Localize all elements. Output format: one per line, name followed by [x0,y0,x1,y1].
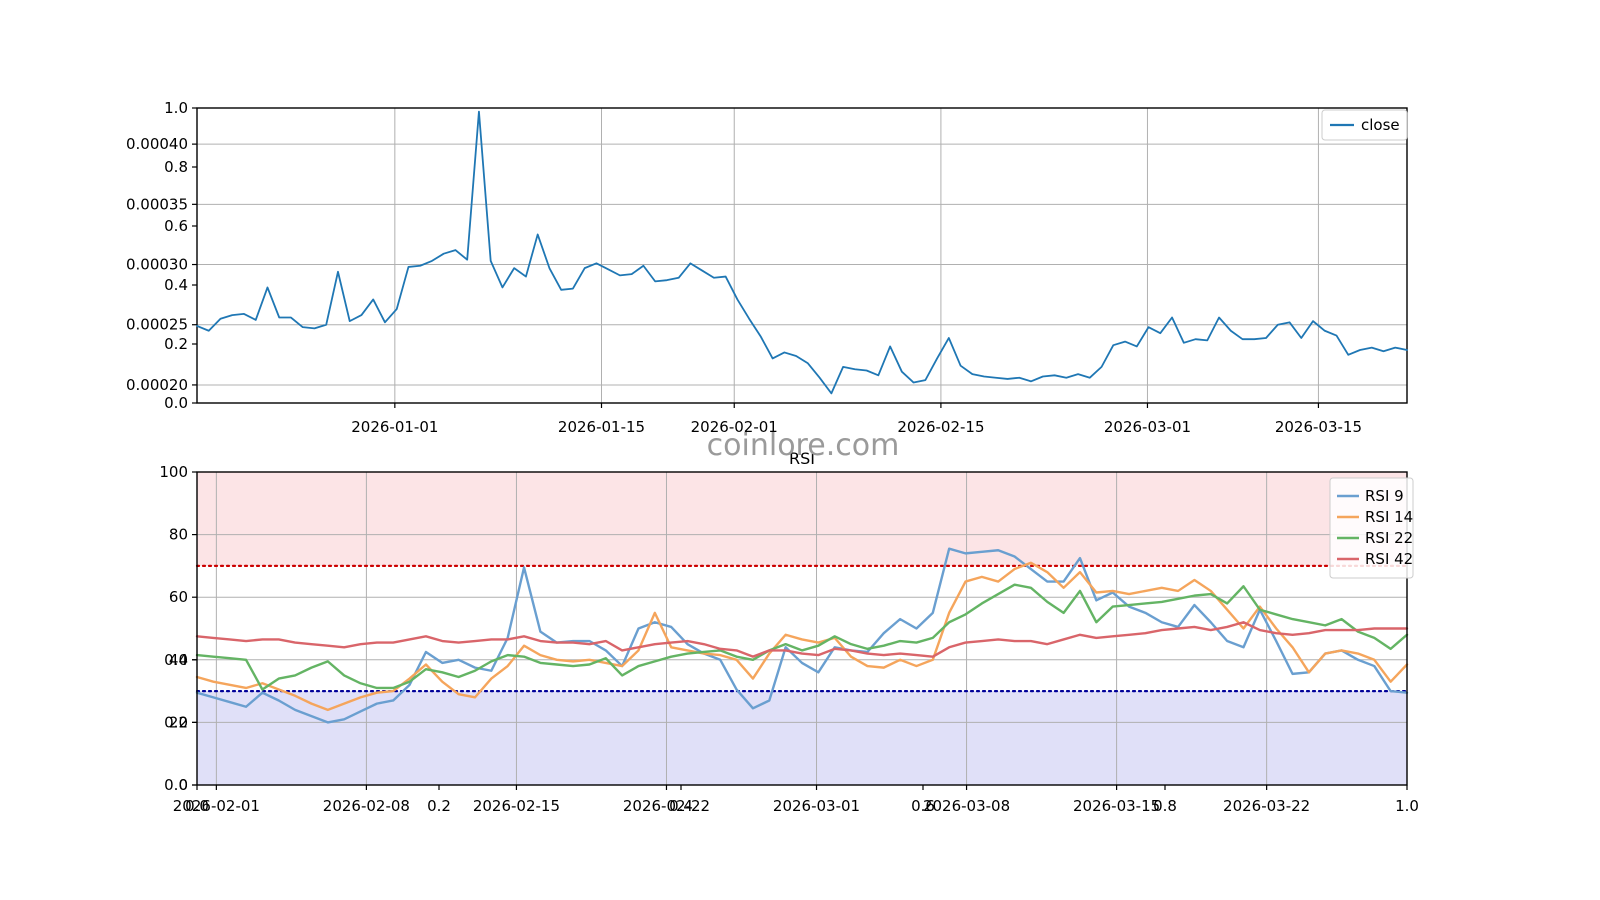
rsi-legend-label-rsi-14: RSI 14 [1365,508,1413,526]
rsi-y-tick-label: 0 [178,776,188,794]
rsi-x-tick-label-secondary: 0.6 [911,797,935,815]
price-y-tick-label: 0.00030 [126,256,188,274]
rsi-x-tick-label: 2026-02-22 [623,797,710,815]
price-x-tick-label: 2026-01-15 [558,418,645,436]
rsi-legend-label-rsi-22: RSI 22 [1365,529,1413,547]
rsi-legend-label-rsi-42: RSI 42 [1365,550,1413,568]
rsi-x-tick-label: 2026-02-15 [473,797,560,815]
rsi-x-tick-label: 2026-03-22 [1223,797,1310,815]
price-legend: close [1321,109,1408,141]
price-line-close [196,110,1408,395]
rsi-line-rsi-9 [195,547,1409,724]
price-x-tick-label: 2026-03-15 [1275,418,1362,436]
price-y-tick-label-secondary: 0.2 [164,335,188,353]
rsi-x-tick-label: 2026-02-01 [173,797,260,815]
watermark-text: coinlore.com [707,428,900,463]
rsi-y-tick-label: 80 [169,526,188,544]
price-x-tick-label: 2026-01-01 [351,418,438,436]
rsi-plot-border [196,471,1408,786]
price-legend-label-close: close [1361,116,1400,134]
price-chart-axes: 0.00020 0.00025 0.00030 0.00035 0.00040 0.0 0.… [126,99,1408,436]
rsi-y-tick-label-secondary: 0.4 [164,651,188,669]
price-y-tick-label-secondary: 0.6 [164,217,188,235]
rsi-y-tick-label: 60 [169,588,188,606]
price-y-tick-label-secondary: 1.0 [164,99,188,117]
rsi-legend-box [1329,477,1414,579]
rsi-x-tick-label-secondary: 0.8 [1153,797,1177,815]
rsi-line-rsi-42 [195,621,1409,658]
price-x-tick-label: 2026-02-01 [691,418,778,436]
rsi-chart-axes: 0 20 40 60 80 100 0.0 0.2 0.4 2026-02-01 2026-02-0… [159,449,1419,815]
price-plot-background [197,108,1407,403]
rsi-y-tick-label: 40 [169,651,188,669]
price-plot-border [196,107,1408,404]
rsi-y-tick-label-secondary: 0.2 [164,713,188,731]
rsi-x-tick-label: 2026-03-01 [773,797,860,815]
rsi-x-tick-label-secondary: 0.0 [185,797,209,815]
rsi-oversold-band [197,691,1407,785]
rsi-overbought-band [197,472,1407,566]
price-y-tick-label-secondary: 0.8 [164,158,188,176]
rsi-chart-title: RSI [789,449,815,468]
rsi-y-tick-label: 100 [159,463,188,481]
rsi-x-tick-label: 2026-02-08 [323,797,410,815]
price-legend-box [1321,109,1408,141]
rsi-y-tick-label: 20 [169,713,188,731]
rsi-x-tick-label-secondary: 0.2 [427,797,451,815]
rsi-y-tick-label-secondary: 0.0 [164,776,188,794]
rsi-x-tick-label: 2026-03-08 [923,797,1010,815]
rsi-x-tick-label-secondary: 0.4 [669,797,693,815]
price-y-tick-label-secondary: 0.4 [164,276,188,294]
rsi-legend-label-rsi-9: RSI 9 [1365,487,1404,505]
price-x-tick-label: 2026-03-01 [1104,418,1191,436]
price-x-tick-label: 2026-02-15 [897,418,984,436]
price-y-tick-label: 0.00025 [126,316,188,334]
price-y-tick-label: 0.00035 [126,195,188,213]
rsi-line-rsi-22 [195,583,1409,691]
rsi-legend: RSI 9 RSI 14 RSI 22 RSI 42 [1329,477,1414,579]
price-y-tick-label: 0.00040 [126,135,188,153]
price-y-tick-label: 0.00020 [126,376,188,394]
rsi-x-tick-label-secondary: 1.0 [1395,797,1419,815]
rsi-x-tick-label: 2026-03-15 [1073,797,1160,815]
price-y-tick-label-secondary: 0.0 [164,394,188,412]
